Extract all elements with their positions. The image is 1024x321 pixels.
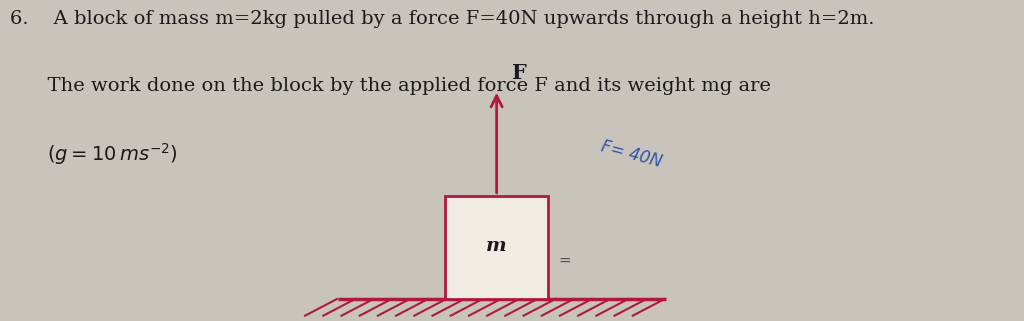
Text: m: m [486, 237, 507, 255]
Text: The work done on the block by the applied force F and its weight mg are: The work done on the block by the applie… [10, 77, 771, 95]
Bar [445, 196, 548, 299]
Text: $(g = 10\,ms^{-2})$: $(g = 10\,ms^{-2})$ [10, 141, 178, 167]
Text: F: F [512, 64, 526, 83]
Text: 6.    A block of mass m=2kg pulled by a force F=40N upwards through a height h=2: 6. A block of mass m=2kg pulled by a for… [10, 10, 874, 28]
Text: =: = [558, 253, 570, 267]
Text: F= 40N: F= 40N [599, 137, 664, 171]
